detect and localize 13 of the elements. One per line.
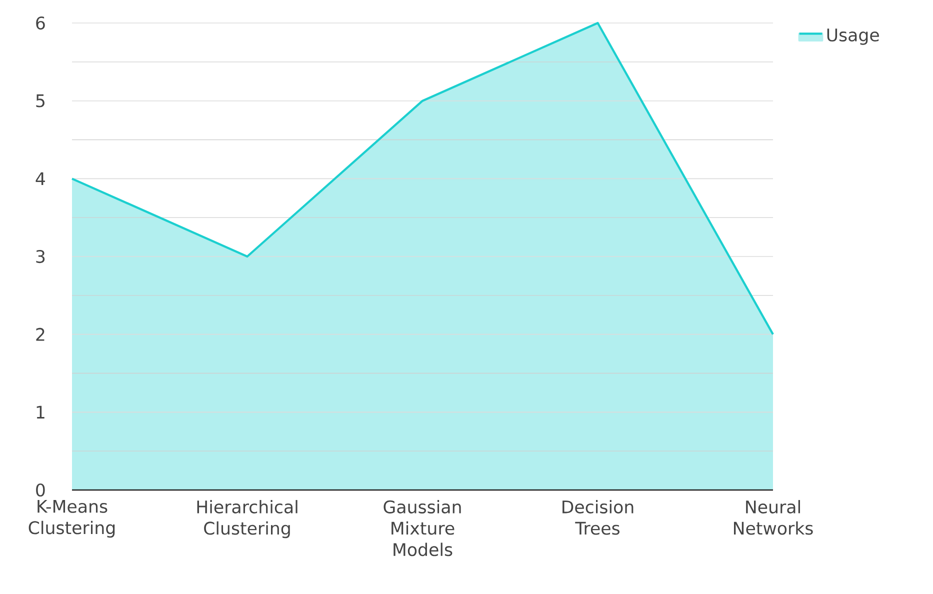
y-tick-label: 4 [36, 172, 45, 185]
x-tick-label: Neural Networks [734, 500, 813, 535]
y-tick-label: 3 [36, 250, 45, 264]
legend-label: Usage [827, 28, 879, 45]
x-tick-label: Decision Trees [562, 500, 634, 535]
x-tick-label: Hierarchical Clustering [197, 500, 298, 538]
y-tick-label: 5 [36, 94, 44, 108]
x-tick-label: K-Means Clustering [28, 500, 115, 538]
y-tick-label: 1 [36, 406, 44, 418]
y-tick-label: 2 [36, 328, 44, 341]
y-tick-label: 0 [36, 483, 45, 497]
x-tick-label: Gaussian Mixture Models [384, 500, 461, 556]
y-tick-label: 6 [36, 16, 45, 30]
